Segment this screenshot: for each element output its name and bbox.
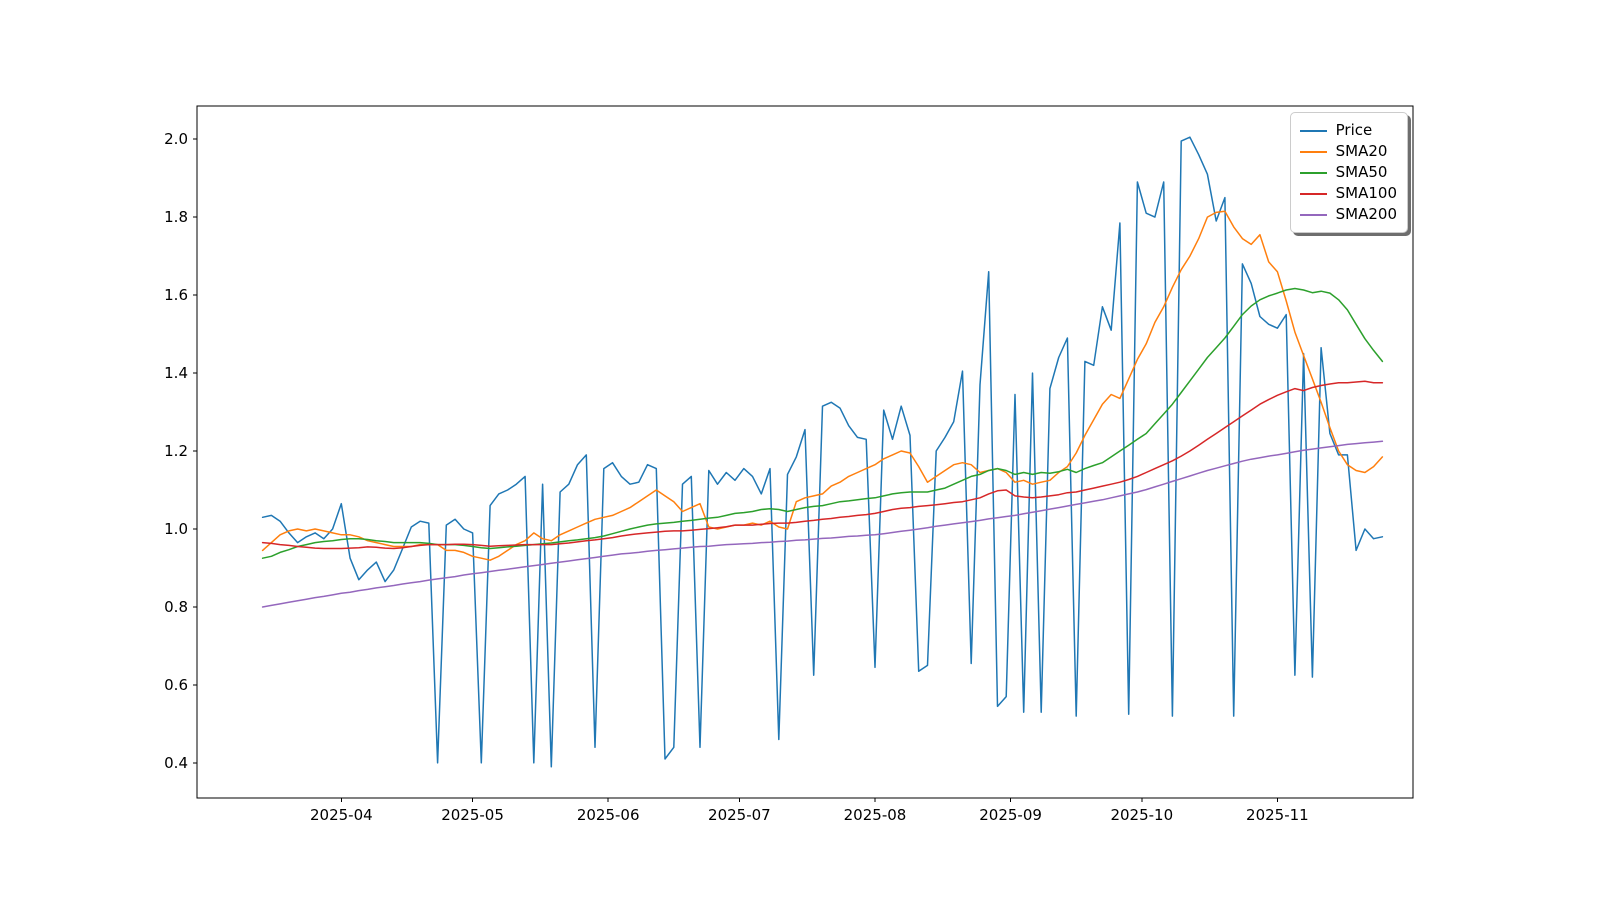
x-tick-label: 2025-07 [708,806,771,824]
y-tick-label: 1.4 [164,364,188,382]
x-tick-label: 2025-05 [441,806,504,824]
y-tick-label: 1.0 [164,520,188,538]
sma100-legend-line-sample [1299,192,1327,195]
y-tick-label: 0.8 [164,598,188,616]
legend-item-sma50: SMA50 [1299,162,1397,183]
legend-label: SMA50 [1335,163,1388,181]
sma100-line [261,380,1384,550]
legend-item-sma20: SMA20 [1299,141,1397,162]
y-tick-label: 0.4 [164,754,188,772]
plot-border [196,105,1414,799]
x-tick-label: 2025-08 [844,806,907,824]
sma200-legend-line-sample [1299,213,1327,216]
x-tick-label: 2025-09 [979,806,1042,824]
x-tick-label: 2025-11 [1246,806,1309,824]
sma50-legend-line-sample [1299,171,1327,174]
legend-label: SMA200 [1335,205,1397,223]
legend-item-sma100: SMA100 [1299,183,1397,204]
legend-label: Price [1335,121,1373,139]
y-tick-label: 0.6 [164,676,188,694]
sma20-line [261,210,1384,561]
x-tick-label: 2025-10 [1110,806,1173,824]
y-tick-label: 1.2 [164,442,188,460]
sma200-line [261,440,1384,608]
y-tick-label: 1.6 [164,286,188,304]
y-tick-label: 1.8 [164,208,188,226]
legend-label: SMA20 [1335,142,1388,160]
legend-label: SMA100 [1335,184,1397,202]
x-tick-label: 2025-06 [577,806,640,824]
legend-item-price: Price [1299,120,1397,141]
legend: Price SMA20 SMA50 SMA100 SMA200 [1289,112,1408,233]
legend-item-sma200: SMA200 [1299,204,1397,225]
x-tick-label: 2025-04 [310,806,373,824]
price-line [261,136,1384,768]
sma20-legend-line-sample [1299,150,1327,153]
price-legend-line-sample [1299,129,1327,132]
y-tick-label: 2.0 [164,130,188,148]
